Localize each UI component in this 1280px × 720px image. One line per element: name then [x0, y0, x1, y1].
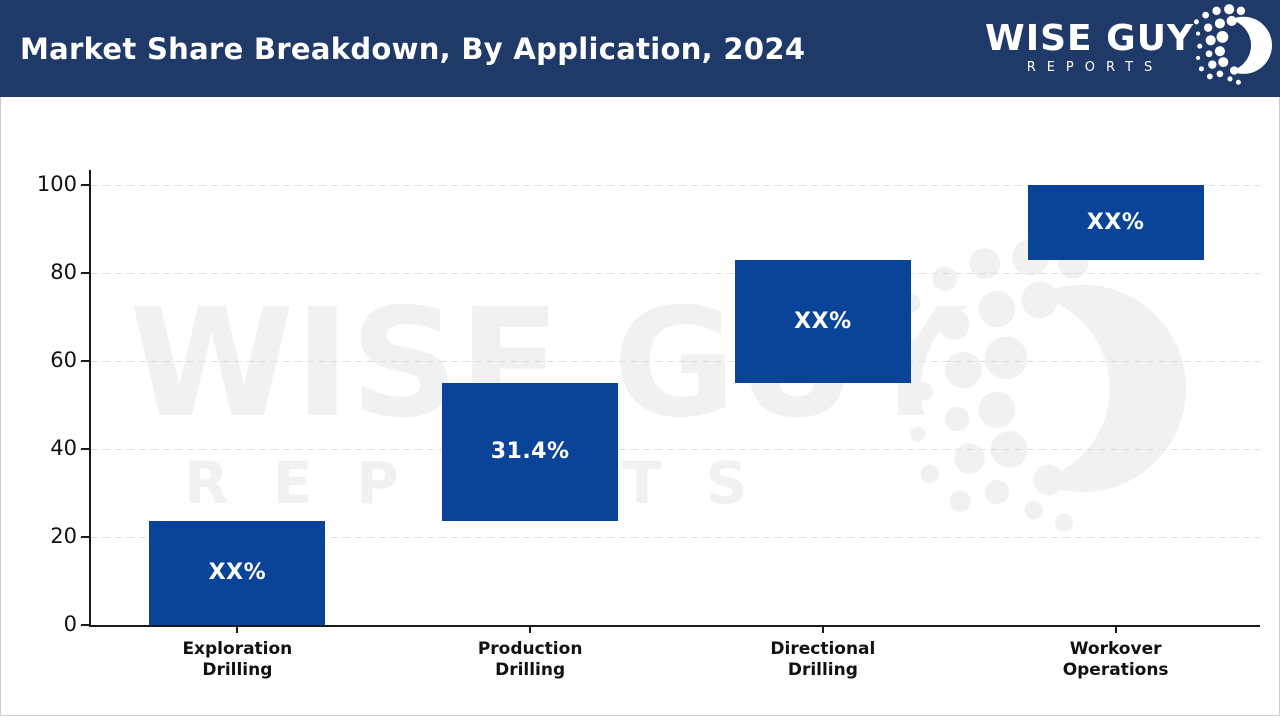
bar-value-label: 31.4%	[490, 439, 570, 465]
y-tick	[81, 448, 89, 450]
bar: XX%	[734, 260, 911, 383]
logo-wordmark: WISE GUY	[984, 18, 1194, 60]
wiseguy-logo: WISE GUY REPORTS	[985, 4, 1272, 90]
x-category-label: Exploration Drilling	[182, 639, 293, 681]
y-tick-label: 40	[50, 436, 77, 460]
y-tick-label: 60	[50, 348, 77, 372]
header: Market Share Breakdown, By Application, …	[0, 0, 1280, 97]
bar-value-label: XX%	[794, 308, 852, 334]
gridline	[91, 537, 1260, 538]
gridline	[91, 361, 1260, 362]
y-tick	[81, 536, 89, 538]
bar: 31.4%	[442, 382, 619, 521]
plot-area: 0 20 40 60 80 100 XX% Exploration Drilling 31.4%…	[37, 170, 1260, 680]
x-tick	[1114, 625, 1117, 633]
bar: XX%	[149, 520, 326, 625]
bar-value-label: XX%	[1086, 210, 1145, 236]
x-tick	[821, 625, 824, 633]
x-tick	[236, 625, 239, 633]
y-tick-label: 100	[36, 172, 77, 196]
x-tick	[529, 625, 532, 633]
gridline	[91, 449, 1260, 450]
watermark-dotted-face-icon	[902, 238, 1186, 532]
y-tick-label: 0	[63, 612, 77, 636]
bar-value-label: XX%	[208, 560, 267, 586]
gridline	[91, 185, 1260, 186]
x-category-label: Workover Operations	[1062, 639, 1169, 681]
y-tick	[81, 360, 89, 362]
y-tick-label: 20	[50, 524, 77, 548]
chart-body: WISE GUY REPORTS	[0, 97, 1280, 716]
y-tick	[81, 272, 89, 274]
bar: XX%	[1027, 185, 1204, 261]
x-category-label: Production Drilling	[477, 639, 583, 681]
y-tick	[81, 624, 89, 626]
y-tick	[81, 184, 89, 186]
y-tick-label: 80	[50, 260, 77, 284]
logo-subtext: REPORTS	[1026, 59, 1164, 75]
wiseguy-logo-text: WISE GUY REPORTS	[985, 19, 1194, 75]
dotted-face-icon	[1193, 4, 1272, 85]
x-category-label: Directional Drilling	[770, 639, 876, 681]
page-title: Market Share Breakdown, By Application, …	[20, 31, 806, 66]
gridline	[91, 273, 1260, 274]
